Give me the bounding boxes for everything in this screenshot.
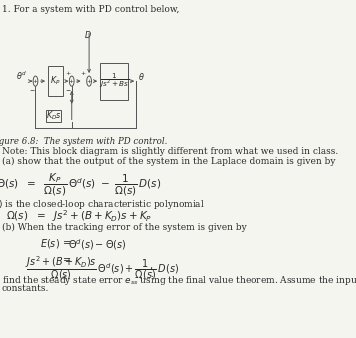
- Text: constants.: constants.: [1, 284, 49, 293]
- FancyBboxPatch shape: [48, 66, 63, 96]
- FancyBboxPatch shape: [100, 63, 128, 100]
- Text: where $\Omega(s)$ is the closed-loop characteristic polynomial: where $\Omega(s)$ is the closed-loop cha…: [0, 198, 205, 211]
- Text: 1. For a system with PD control below,: 1. For a system with PD control below,: [1, 5, 179, 14]
- Text: $-$: $-$: [29, 87, 36, 92]
- Text: $,$: $,$: [149, 263, 153, 272]
- Text: $+$: $+$: [80, 69, 87, 77]
- Text: $=$: $=$: [61, 254, 72, 263]
- Text: find the steady state error $e_{ss}$ using the final value theorem. Assume the i: find the steady state error $e_{ss}$ usi…: [1, 274, 356, 287]
- Text: $\Omega(s)\ \ =\ \ Js^2+(B+K_D)s+K_P$: $\Omega(s)\ \ =\ \ Js^2+(B+K_D)s+K_P$: [6, 208, 152, 224]
- Text: $D$: $D$: [84, 29, 92, 40]
- Text: $\Theta(s)\ \ =\ \ \dfrac{K_P}{\Omega(s)}\,\Theta^d(s)\ -\ \dfrac{1}{\Omega(s)}\: $\Theta(s)\ \ =\ \ \dfrac{K_P}{\Omega(s)…: [0, 172, 162, 198]
- Text: Note: This block diagram is slightly different from what we used in class.: Note: This block diagram is slightly dif…: [1, 147, 338, 156]
- Text: (a) show that the output of the system in the Laplace domain is given by: (a) show that the output of the system i…: [1, 157, 335, 166]
- Text: $\dfrac{Js^2+(B+K_D)s}{\Omega(s)}\,\Theta^d(s)+\dfrac{1}{\Omega(s)}\,D(s)$: $\dfrac{Js^2+(B+K_D)s}{\Omega(s)}\,\Thet…: [26, 254, 179, 282]
- Text: $+$: $+$: [64, 69, 71, 77]
- Text: $K_P$: $K_P$: [50, 75, 61, 87]
- Text: $\theta^d$: $\theta^d$: [16, 70, 28, 82]
- Text: $\Theta^d(s)-\Theta(s)$: $\Theta^d(s)-\Theta(s)$: [68, 237, 127, 252]
- Text: $E(s)$: $E(s)$: [41, 237, 61, 250]
- Text: (b) When the tracking error of the system is given by: (b) When the tracking error of the syste…: [1, 223, 246, 232]
- Text: $-$: $-$: [66, 87, 72, 92]
- FancyBboxPatch shape: [46, 110, 62, 122]
- Text: $+$: $+$: [68, 77, 75, 85]
- Text: $=$: $=$: [61, 237, 72, 246]
- Text: $\dfrac{1}{Js^2+Bs}$: $\dfrac{1}{Js^2+Bs}$: [99, 72, 129, 90]
- Text: $+$: $+$: [32, 77, 39, 85]
- Text: $+$: $+$: [86, 77, 92, 85]
- Text: Figure 6.8:  The system with PD control.: Figure 6.8: The system with PD control.: [0, 137, 168, 146]
- Text: $\theta$: $\theta$: [138, 71, 145, 81]
- Text: $K_Ds$: $K_Ds$: [46, 110, 62, 122]
